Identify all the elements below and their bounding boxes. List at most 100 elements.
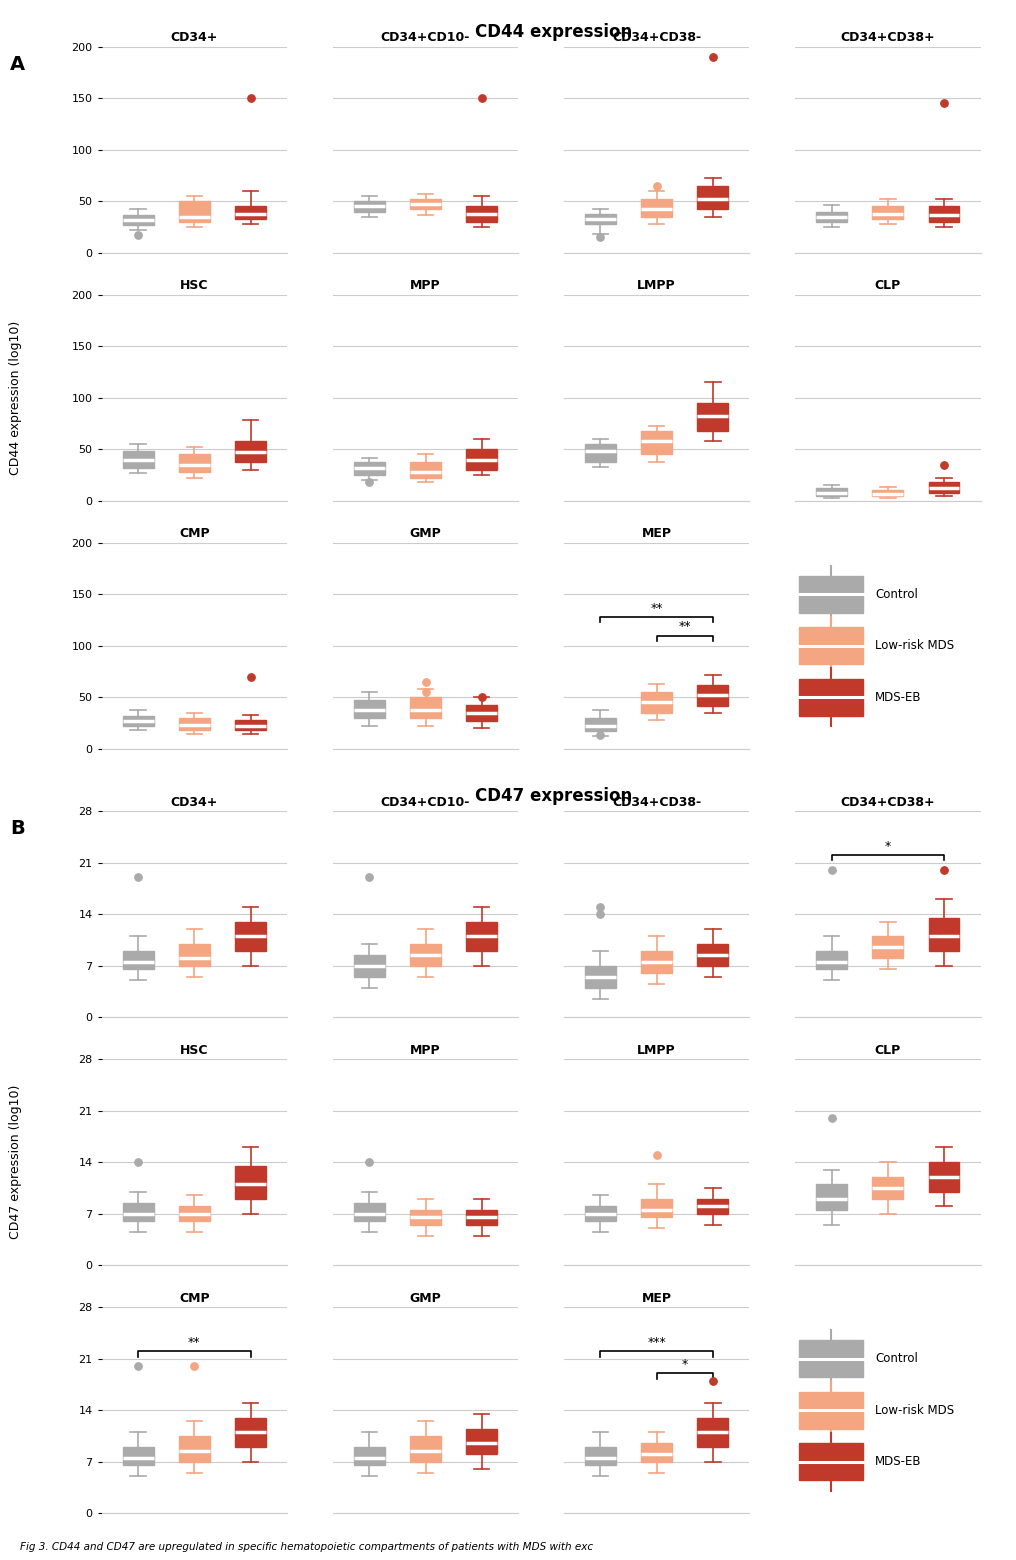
Point: [243, 86, 259, 111]
Text: Low-risk MDS: Low-risk MDS: [875, 1404, 954, 1416]
PathPatch shape: [697, 1200, 728, 1214]
PathPatch shape: [697, 944, 728, 966]
Point: [823, 1106, 839, 1131]
PathPatch shape: [697, 186, 728, 209]
PathPatch shape: [354, 700, 385, 718]
PathPatch shape: [179, 454, 210, 473]
PathPatch shape: [354, 955, 385, 977]
PathPatch shape: [235, 441, 266, 462]
Point: [592, 902, 609, 927]
PathPatch shape: [929, 1162, 959, 1192]
Point: [130, 1150, 146, 1175]
PathPatch shape: [466, 206, 497, 222]
Title: CD34+: CD34+: [171, 31, 218, 44]
Point: [361, 470, 377, 495]
Point: [648, 173, 664, 198]
Text: A: A: [10, 55, 25, 73]
Point: [130, 864, 146, 889]
PathPatch shape: [641, 200, 673, 217]
Title: CD34+CD38-: CD34+CD38-: [612, 31, 701, 44]
PathPatch shape: [697, 1418, 728, 1448]
Title: GMP: GMP: [409, 1292, 441, 1304]
Point: [592, 722, 609, 747]
PathPatch shape: [466, 449, 497, 470]
Title: MPP: MPP: [410, 279, 441, 292]
PathPatch shape: [354, 1203, 385, 1221]
PathPatch shape: [466, 922, 497, 952]
Point: [418, 680, 434, 705]
Point: [186, 1354, 202, 1379]
Text: *: *: [885, 841, 891, 853]
PathPatch shape: [585, 1448, 616, 1465]
Text: Fig 3. CD44 and CD47 are upregulated in specific hematopoietic compartments of p: Fig 3. CD44 and CD47 are upregulated in …: [20, 1543, 593, 1552]
PathPatch shape: [123, 215, 153, 225]
Title: CD34+CD10-: CD34+CD10-: [381, 31, 470, 44]
Point: [648, 1142, 664, 1167]
Point: [473, 86, 490, 111]
PathPatch shape: [816, 1184, 847, 1211]
PathPatch shape: [410, 200, 441, 209]
Title: CD34+: CD34+: [171, 796, 218, 808]
PathPatch shape: [641, 431, 673, 454]
PathPatch shape: [410, 1211, 441, 1225]
PathPatch shape: [123, 716, 153, 725]
PathPatch shape: [697, 685, 728, 705]
Title: CD34+CD38+: CD34+CD38+: [840, 796, 935, 808]
PathPatch shape: [354, 201, 385, 212]
Title: MEP: MEP: [642, 527, 672, 540]
Point: [130, 1354, 146, 1379]
Text: Control: Control: [875, 588, 918, 601]
PathPatch shape: [585, 214, 616, 225]
Title: HSC: HSC: [180, 279, 208, 292]
Text: MDS-EB: MDS-EB: [875, 1455, 922, 1468]
Title: HSC: HSC: [180, 1044, 208, 1056]
Title: CD34+CD38+: CD34+CD38+: [840, 31, 935, 44]
PathPatch shape: [179, 201, 210, 222]
PathPatch shape: [816, 488, 847, 496]
PathPatch shape: [235, 206, 266, 218]
Title: CLP: CLP: [875, 1044, 901, 1056]
Title: CMP: CMP: [179, 1292, 209, 1304]
PathPatch shape: [873, 490, 903, 496]
PathPatch shape: [641, 693, 673, 713]
Title: MPP: MPP: [410, 1044, 441, 1056]
Point: [823, 858, 839, 883]
PathPatch shape: [585, 718, 616, 732]
Point: [361, 864, 377, 889]
PathPatch shape: [179, 718, 210, 730]
PathPatch shape: [641, 1443, 673, 1462]
PathPatch shape: [410, 462, 441, 477]
Point: [473, 685, 490, 710]
Point: [130, 223, 146, 248]
Point: [936, 452, 952, 477]
Title: CMP: CMP: [179, 527, 209, 540]
PathPatch shape: [466, 1429, 497, 1454]
Point: [592, 225, 609, 250]
Text: MDS-EB: MDS-EB: [875, 691, 922, 704]
PathPatch shape: [410, 944, 441, 966]
Bar: [799, 679, 864, 716]
PathPatch shape: [929, 917, 959, 952]
Text: **: **: [188, 1337, 200, 1349]
PathPatch shape: [235, 1165, 266, 1200]
Point: [936, 90, 952, 115]
Text: Low-risk MDS: Low-risk MDS: [875, 640, 954, 652]
PathPatch shape: [697, 402, 728, 431]
Bar: [799, 1340, 864, 1377]
Point: [361, 1150, 377, 1175]
Text: CD44 expression (log10): CD44 expression (log10): [9, 321, 21, 474]
Point: [243, 665, 259, 690]
Title: CD34+CD10-: CD34+CD10-: [381, 796, 470, 808]
Text: CD47 expression: CD47 expression: [475, 786, 632, 805]
Bar: [799, 1392, 864, 1429]
Text: CD47 expression (log10): CD47 expression (log10): [9, 1086, 21, 1239]
Point: [936, 858, 952, 883]
Point: [592, 894, 609, 919]
PathPatch shape: [929, 206, 959, 222]
Text: B: B: [10, 819, 25, 838]
PathPatch shape: [873, 1176, 903, 1200]
PathPatch shape: [816, 212, 847, 222]
PathPatch shape: [123, 1203, 153, 1221]
Point: [705, 45, 721, 70]
Title: MEP: MEP: [642, 1292, 672, 1304]
